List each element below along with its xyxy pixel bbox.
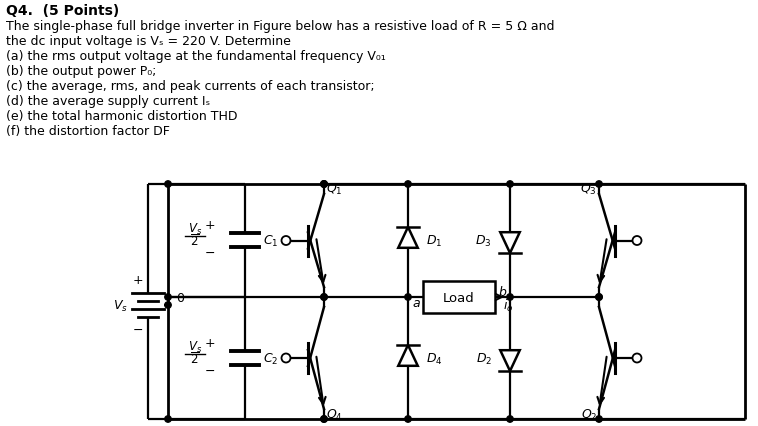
Circle shape bbox=[321, 181, 327, 188]
Circle shape bbox=[405, 181, 411, 188]
Text: $V_s$: $V_s$ bbox=[112, 298, 127, 313]
Text: $C_1$: $C_1$ bbox=[263, 233, 278, 248]
Text: $\overline{2}$: $\overline{2}$ bbox=[190, 351, 200, 366]
Circle shape bbox=[596, 294, 602, 300]
Text: $V_s$: $V_s$ bbox=[188, 339, 202, 354]
Text: The single-phase full bridge inverter in Figure below has a resistive load of R : The single-phase full bridge inverter in… bbox=[6, 20, 555, 33]
Text: $D_1$: $D_1$ bbox=[426, 233, 443, 248]
Text: +: + bbox=[205, 219, 215, 232]
Circle shape bbox=[321, 416, 327, 422]
Text: $Q_2$: $Q_2$ bbox=[581, 407, 597, 422]
Text: (e) the total harmonic distortion THD: (e) the total harmonic distortion THD bbox=[6, 110, 237, 123]
Text: 0: 0 bbox=[176, 291, 184, 304]
Text: −: − bbox=[205, 364, 215, 377]
Text: +: + bbox=[205, 337, 215, 350]
FancyBboxPatch shape bbox=[423, 281, 495, 313]
Circle shape bbox=[507, 416, 513, 422]
Circle shape bbox=[507, 294, 513, 300]
Text: $C_2$: $C_2$ bbox=[263, 351, 278, 366]
Text: +: + bbox=[133, 273, 143, 286]
Polygon shape bbox=[398, 227, 418, 248]
Text: −: − bbox=[205, 246, 215, 259]
Text: $D_2$: $D_2$ bbox=[476, 351, 492, 366]
Text: −: − bbox=[133, 323, 143, 336]
Text: (b) the output power P₀;: (b) the output power P₀; bbox=[6, 65, 156, 78]
Circle shape bbox=[321, 416, 327, 422]
Circle shape bbox=[164, 181, 171, 188]
Circle shape bbox=[321, 294, 327, 300]
Circle shape bbox=[164, 294, 171, 300]
Circle shape bbox=[405, 294, 411, 300]
Circle shape bbox=[321, 181, 327, 188]
Text: Load: Load bbox=[443, 291, 475, 304]
Circle shape bbox=[164, 416, 171, 422]
Text: (c) the average, rms, and peak currents of each transistor;: (c) the average, rms, and peak currents … bbox=[6, 80, 374, 93]
Text: (d) the average supply current Iₛ: (d) the average supply current Iₛ bbox=[6, 95, 210, 108]
Text: $\overline{2}$: $\overline{2}$ bbox=[190, 233, 200, 248]
Polygon shape bbox=[500, 350, 520, 371]
Circle shape bbox=[321, 294, 327, 300]
Circle shape bbox=[164, 302, 171, 308]
Circle shape bbox=[596, 181, 602, 188]
Text: Q4.  (5 Points): Q4. (5 Points) bbox=[6, 4, 119, 18]
Text: $Q_1$: $Q_1$ bbox=[326, 181, 343, 197]
Polygon shape bbox=[398, 345, 418, 366]
Polygon shape bbox=[500, 233, 520, 253]
Text: (a) the rms output voltage at the fundamental frequency V₀₁: (a) the rms output voltage at the fundam… bbox=[6, 50, 386, 63]
Text: (f) the distortion factor DF: (f) the distortion factor DF bbox=[6, 125, 170, 138]
Circle shape bbox=[507, 181, 513, 188]
Text: $Q_4$: $Q_4$ bbox=[326, 407, 343, 422]
Text: $V_s$: $V_s$ bbox=[188, 221, 202, 236]
Text: $Q_3$: $Q_3$ bbox=[581, 181, 597, 197]
Text: $i_o$: $i_o$ bbox=[503, 297, 513, 313]
Text: a: a bbox=[412, 296, 420, 309]
Circle shape bbox=[321, 181, 327, 188]
Circle shape bbox=[405, 416, 411, 422]
Text: the dc input voltage is Vₛ = 220 V. Determine: the dc input voltage is Vₛ = 220 V. Dete… bbox=[6, 35, 291, 48]
Text: $D_4$: $D_4$ bbox=[426, 351, 443, 366]
Text: b: b bbox=[498, 285, 506, 298]
Circle shape bbox=[596, 294, 602, 300]
Text: $D_3$: $D_3$ bbox=[475, 233, 492, 248]
Circle shape bbox=[596, 416, 602, 422]
